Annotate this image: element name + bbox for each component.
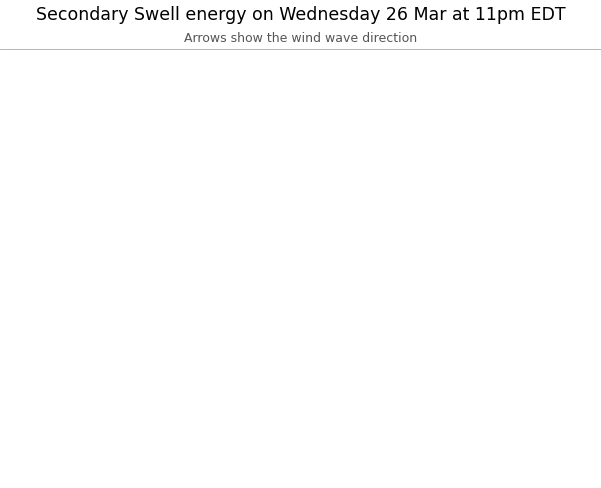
Text: Secondary Swell energy on Wednesday 26 Mar at 11pm EDT: Secondary Swell energy on Wednesday 26 M… (35, 6, 566, 24)
Text: Arrows show the wind wave direction: Arrows show the wind wave direction (184, 32, 417, 45)
Text: cartopy not available: cartopy not available (227, 263, 374, 277)
